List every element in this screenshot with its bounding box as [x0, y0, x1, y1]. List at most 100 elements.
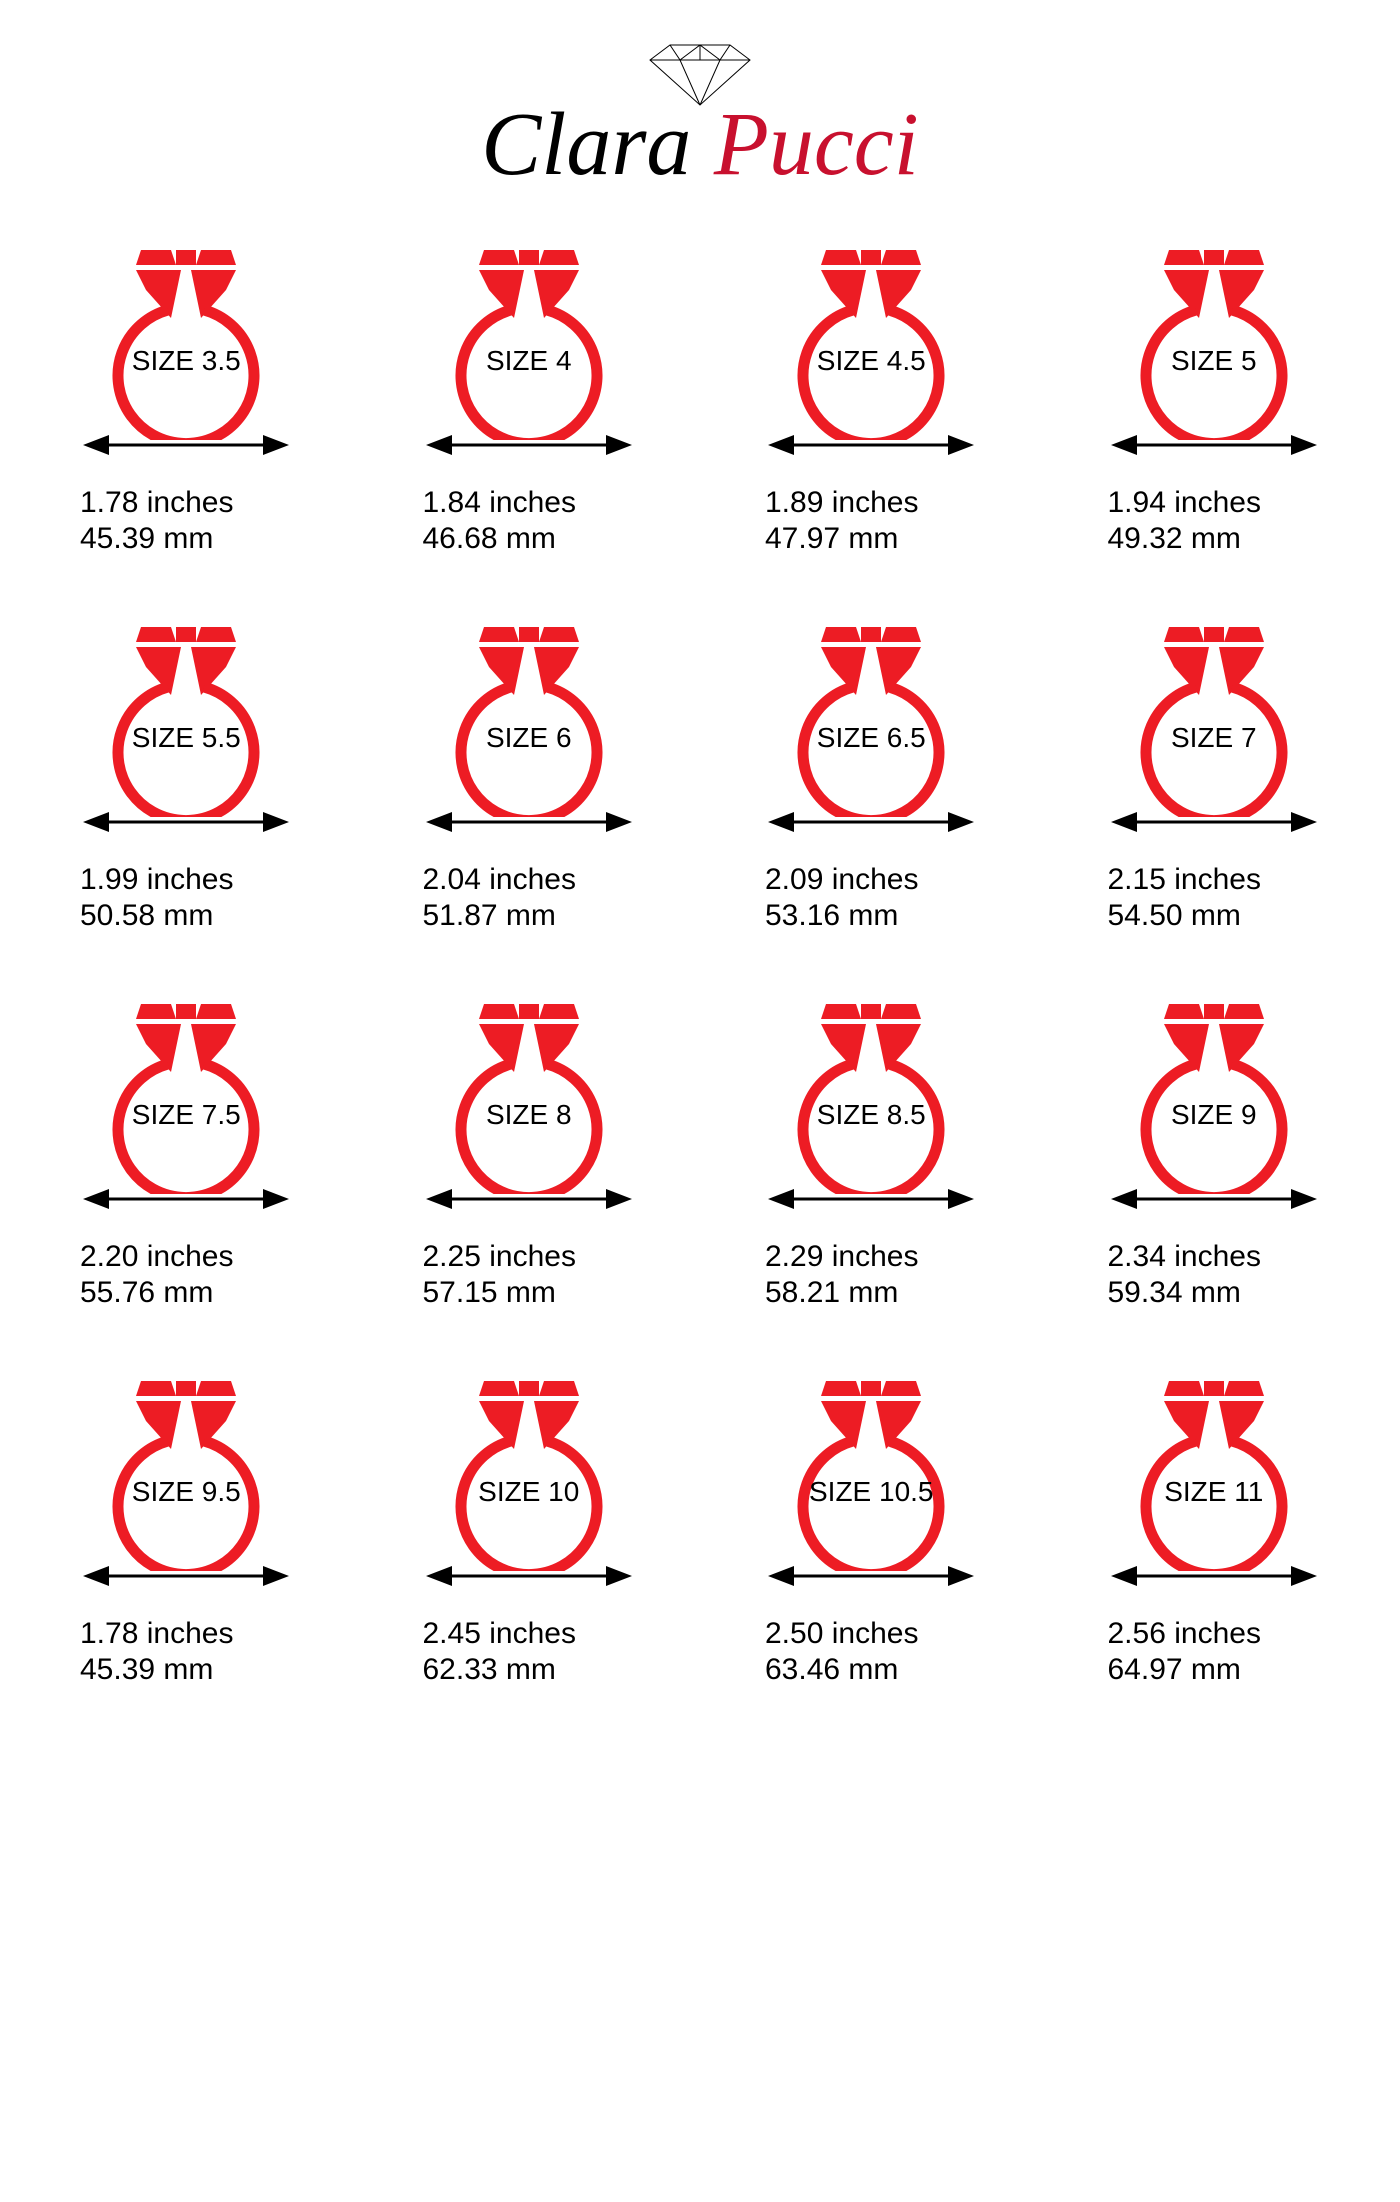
ring-icon [771, 994, 971, 1194]
dimensions: 2.34 inches 59.34 mm [1088, 1239, 1341, 1311]
ring-icon [771, 617, 971, 817]
dimension-inches: 2.29 inches [765, 1239, 998, 1275]
width-arrow-icon [1109, 1561, 1319, 1591]
dimension-inches: 1.84 inches [423, 485, 656, 521]
ring-size-cell: SIZE 3.5 1.78 inches 45.39 mm [60, 240, 313, 557]
dimension-inches: 2.50 inches [765, 1616, 998, 1652]
ring-size-cell: SIZE 5 1.94 inches 49.32 mm [1088, 240, 1341, 557]
dimension-inches: 2.45 inches [423, 1616, 656, 1652]
width-arrow-icon [766, 430, 976, 460]
brand-logo: Clara Pucci [481, 40, 918, 190]
ring-icon [86, 240, 286, 440]
dimension-inches: 1.94 inches [1108, 485, 1341, 521]
dimension-inches: 2.20 inches [80, 1239, 313, 1275]
ring-size-cell: SIZE 10 2.45 inches 62.33 mm [403, 1371, 656, 1688]
ring-icon [771, 1371, 971, 1571]
width-arrow-icon [766, 1561, 976, 1591]
width-arrow-icon [1109, 1184, 1319, 1214]
dimension-mm: 57.15 mm [423, 1275, 656, 1311]
dimension-inches: 1.89 inches [765, 485, 998, 521]
dimension-mm: 51.87 mm [423, 898, 656, 934]
ring-icon [1114, 617, 1314, 817]
brand-first-word: Clara [481, 95, 691, 194]
ring-size-cell: SIZE 6 2.04 inches 51.87 mm [403, 617, 656, 934]
width-arrow-icon [766, 807, 976, 837]
dimensions: 1.94 inches 49.32 mm [1088, 485, 1341, 557]
width-arrow-icon [81, 430, 291, 460]
dimensions: 2.04 inches 51.87 mm [403, 862, 656, 934]
dimension-mm: 59.34 mm [1108, 1275, 1341, 1311]
dimensions: 2.56 inches 64.97 mm [1088, 1616, 1341, 1688]
dimensions: 1.78 inches 45.39 mm [60, 1616, 313, 1688]
width-arrow-icon [766, 1184, 976, 1214]
dimensions: 1.99 inches 50.58 mm [60, 862, 313, 934]
width-arrow-icon [424, 430, 634, 460]
dimensions: 1.84 inches 46.68 mm [403, 485, 656, 557]
dimension-mm: 45.39 mm [80, 521, 313, 557]
brand-name: Clara Pucci [481, 100, 918, 190]
dimension-mm: 47.97 mm [765, 521, 998, 557]
ring-icon [429, 240, 629, 440]
ring-size-cell: SIZE 5.5 1.99 inches 50.58 mm [60, 617, 313, 934]
ring-size-cell: SIZE 4.5 1.89 inches 47.97 mm [745, 240, 998, 557]
ring-icon [429, 1371, 629, 1571]
ring-icon [86, 994, 286, 1194]
brand-second-word: Pucci [714, 95, 919, 194]
dimension-inches: 1.78 inches [80, 485, 313, 521]
dimensions: 2.25 inches 57.15 mm [403, 1239, 656, 1311]
ring-size-cell: SIZE 4 1.84 inches 46.68 mm [403, 240, 656, 557]
width-arrow-icon [1109, 807, 1319, 837]
ring-icon [86, 1371, 286, 1571]
ring-icon [429, 994, 629, 1194]
dimensions: 2.45 inches 62.33 mm [403, 1616, 656, 1688]
dimension-inches: 2.04 inches [423, 862, 656, 898]
ring-size-cell: SIZE 9.5 1.78 inches 45.39 mm [60, 1371, 313, 1688]
ring-size-cell: SIZE 8.5 2.29 inches 58.21 mm [745, 994, 998, 1311]
dimension-mm: 58.21 mm [765, 1275, 998, 1311]
dimension-mm: 53.16 mm [765, 898, 998, 934]
ring-icon [86, 617, 286, 817]
dimension-inches: 1.99 inches [80, 862, 313, 898]
dimensions: 2.29 inches 58.21 mm [745, 1239, 998, 1311]
width-arrow-icon [424, 1561, 634, 1591]
dimension-inches: 2.25 inches [423, 1239, 656, 1275]
dimension-mm: 49.32 mm [1108, 521, 1341, 557]
ring-icon [429, 617, 629, 817]
dimension-inches: 2.09 inches [765, 862, 998, 898]
width-arrow-icon [1109, 430, 1319, 460]
dimensions: 1.78 inches 45.39 mm [60, 485, 313, 557]
dimension-inches: 2.56 inches [1108, 1616, 1341, 1652]
ring-size-cell: SIZE 10.5 2.50 inches 63.46 mm [745, 1371, 998, 1688]
dimension-mm: 64.97 mm [1108, 1652, 1341, 1688]
ring-icon [1114, 994, 1314, 1194]
dimension-mm: 54.50 mm [1108, 898, 1341, 934]
width-arrow-icon [424, 1184, 634, 1214]
ring-size-cell: SIZE 7.5 2.20 inches 55.76 mm [60, 994, 313, 1311]
ring-icon [1114, 240, 1314, 440]
dimension-inches: 1.78 inches [80, 1616, 313, 1652]
dimension-mm: 46.68 mm [423, 521, 656, 557]
ring-icon [1114, 1371, 1314, 1571]
dimensions: 2.50 inches 63.46 mm [745, 1616, 998, 1688]
ring-size-cell: SIZE 9 2.34 inches 59.34 mm [1088, 994, 1341, 1311]
dimensions: 1.89 inches 47.97 mm [745, 485, 998, 557]
dimension-mm: 45.39 mm [80, 1652, 313, 1688]
dimensions: 2.15 inches 54.50 mm [1088, 862, 1341, 934]
ring-size-grid: SIZE 3.5 1.78 inches 45.39 mm [60, 240, 1340, 1688]
dimensions: 2.09 inches 53.16 mm [745, 862, 998, 934]
ring-size-cell: SIZE 6.5 2.09 inches 53.16 mm [745, 617, 998, 934]
dimension-mm: 63.46 mm [765, 1652, 998, 1688]
ring-size-cell: SIZE 8 2.25 inches 57.15 mm [403, 994, 656, 1311]
width-arrow-icon [81, 1561, 291, 1591]
dimension-mm: 50.58 mm [80, 898, 313, 934]
width-arrow-icon [424, 807, 634, 837]
dimension-mm: 55.76 mm [80, 1275, 313, 1311]
width-arrow-icon [81, 1184, 291, 1214]
width-arrow-icon [81, 807, 291, 837]
dimension-inches: 2.15 inches [1108, 862, 1341, 898]
ring-icon [771, 240, 971, 440]
dimension-inches: 2.34 inches [1108, 1239, 1341, 1275]
ring-size-cell: SIZE 11 2.56 inches 64.97 mm [1088, 1371, 1341, 1688]
ring-size-cell: SIZE 7 2.15 inches 54.50 mm [1088, 617, 1341, 934]
dimensions: 2.20 inches 55.76 mm [60, 1239, 313, 1311]
